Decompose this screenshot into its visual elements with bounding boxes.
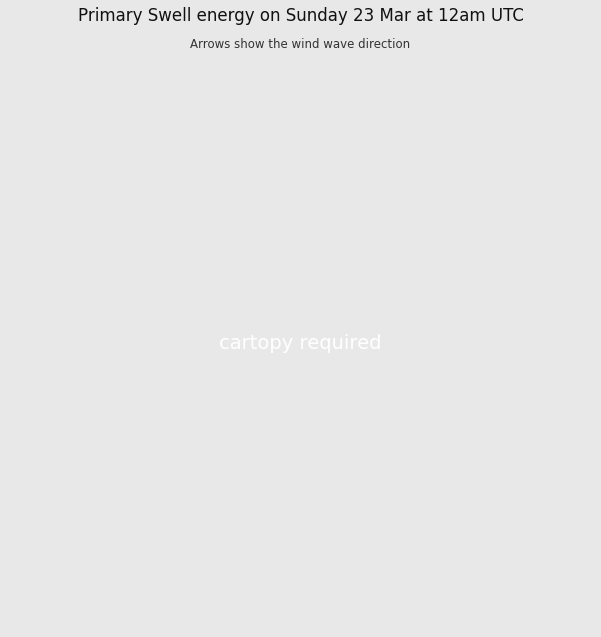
Text: Arrows show the wind wave direction: Arrows show the wind wave direction bbox=[191, 38, 410, 51]
Text: Primary Swell energy on Sunday 23 Mar at 12am UTC: Primary Swell energy on Sunday 23 Mar at… bbox=[78, 7, 523, 25]
Text: cartopy required: cartopy required bbox=[219, 334, 382, 354]
